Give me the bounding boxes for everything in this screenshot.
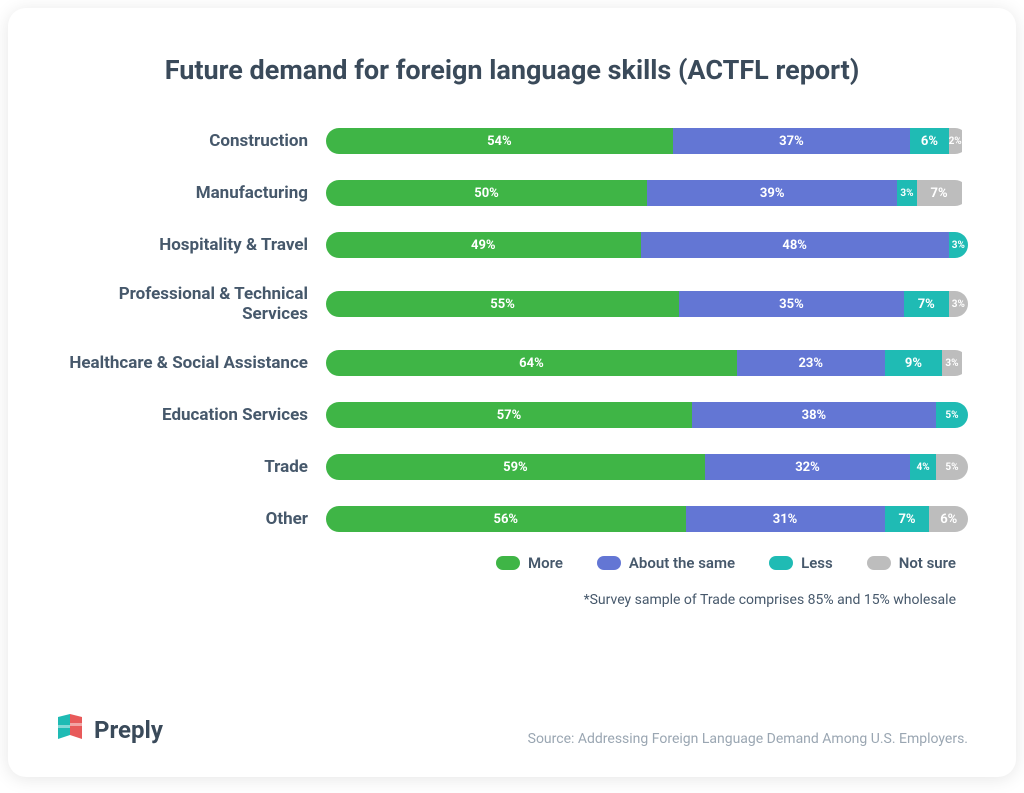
row-label: Professional & Technical Services (56, 284, 326, 324)
bar-segment-same: 23% (737, 350, 885, 376)
bar-segment-more: 56% (326, 506, 686, 532)
brand-name: Preply (94, 716, 163, 744)
bar-segment-notsure: 5% (936, 454, 968, 480)
chart-card: Future demand for foreign language skill… (8, 8, 1016, 777)
brand: Preply (56, 713, 163, 747)
bar-segment-more: 59% (326, 454, 705, 480)
bar-segment-same: 48% (641, 232, 949, 258)
stacked-bar-chart: Construction54%37%6%2%Manufacturing50%39… (56, 128, 968, 532)
stacked-bar: 49%48%3% (326, 232, 968, 258)
bar-segment-less: 3% (949, 232, 968, 258)
stacked-bar: 54%37%6%2% (326, 128, 968, 154)
legend-swatch (867, 556, 891, 570)
legend-label: Less (801, 554, 833, 572)
bar-segment-same: 38% (692, 402, 936, 428)
bar-segment-more: 54% (326, 128, 673, 154)
legend-label: About the same (629, 554, 735, 572)
card-footer: Preply Source: Addressing Foreign Langua… (56, 713, 968, 747)
legend-swatch (769, 556, 793, 570)
source-text: Source: Addressing Foreign Language Dema… (528, 731, 968, 747)
legend-item-same: About the same (597, 554, 735, 572)
legend-label: Not sure (899, 554, 956, 572)
stacked-bar: 55%35%7%3% (326, 291, 968, 317)
row-label: Trade (56, 457, 326, 477)
row-label: Education Services (56, 405, 326, 425)
bar-segment-same: 32% (705, 454, 910, 480)
bar-segment-same: 31% (686, 506, 885, 532)
footnote: *Survey sample of Trade comprises 85% an… (56, 592, 968, 608)
legend-swatch (496, 556, 520, 570)
bar-segment-same: 35% (679, 291, 904, 317)
stacked-bar: 59%32%4%5% (326, 454, 968, 480)
bar-segment-same: 39% (647, 180, 897, 206)
legend-item-notsure: Not sure (867, 554, 956, 572)
bar-segment-more: 57% (326, 402, 692, 428)
chart-title: Future demand for foreign language skill… (56, 54, 968, 86)
bar-segment-notsure: 7% (917, 180, 962, 206)
bar-segment-notsure: 6% (929, 506, 968, 532)
bar-segment-notsure: 2% (949, 128, 962, 154)
row-label: Construction (56, 131, 326, 151)
bar-segment-less: 7% (904, 291, 949, 317)
legend-item-less: Less (769, 554, 833, 572)
bar-segment-more: 50% (326, 180, 647, 206)
bar-segment-notsure: 3% (949, 291, 968, 317)
bar-segment-less: 3% (897, 180, 916, 206)
bar-segment-more: 55% (326, 291, 679, 317)
bar-segment-more: 64% (326, 350, 737, 376)
stacked-bar: 50%39%3%7% (326, 180, 968, 206)
row-label: Healthcare & Social Assistance (56, 353, 326, 373)
legend-label: More (528, 554, 563, 572)
legend: More About the same Less Not sure (56, 554, 968, 572)
stacked-bar: 56%31%7%6% (326, 506, 968, 532)
bar-segment-same: 37% (673, 128, 911, 154)
preply-logo-icon (56, 713, 84, 747)
bar-segment-notsure: 3% (942, 350, 961, 376)
bar-segment-less: 5% (936, 402, 968, 428)
row-label: Other (56, 509, 326, 529)
legend-item-more: More (496, 554, 563, 572)
bar-segment-less: 6% (910, 128, 949, 154)
row-label: Hospitality & Travel (56, 235, 326, 255)
stacked-bar: 57%38%5% (326, 402, 968, 428)
stacked-bar: 64%23%9%3% (326, 350, 968, 376)
row-label: Manufacturing (56, 183, 326, 203)
legend-swatch (597, 556, 621, 570)
bar-segment-less: 7% (885, 506, 930, 532)
bar-segment-less: 4% (910, 454, 936, 480)
bar-segment-more: 49% (326, 232, 641, 258)
bar-segment-less: 9% (885, 350, 943, 376)
